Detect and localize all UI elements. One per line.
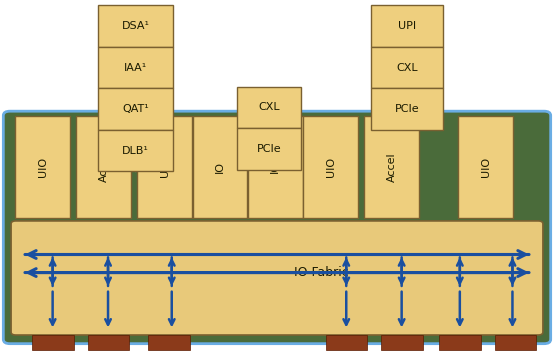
Bar	[326, 335, 367, 350]
Bar	[371, 47, 443, 88]
Text: QAT¹: QAT¹	[122, 104, 149, 114]
Bar	[371, 88, 443, 130]
Text: PCIe: PCIe	[395, 104, 419, 114]
Bar	[193, 116, 247, 218]
Bar	[148, 335, 190, 350]
Bar	[99, 5, 173, 47]
Text: IO: IO	[270, 161, 280, 173]
Bar	[365, 116, 419, 218]
Bar	[15, 116, 70, 218]
Bar	[137, 116, 192, 218]
Text: UIO: UIO	[326, 157, 336, 177]
Bar	[32, 335, 74, 350]
Text: UPI: UPI	[398, 21, 416, 31]
Bar	[237, 87, 301, 128]
Bar	[248, 116, 302, 218]
Bar	[88, 335, 129, 350]
Bar	[459, 116, 513, 218]
Bar	[99, 88, 173, 130]
Text: IO Fabric: IO Fabric	[294, 266, 348, 279]
Bar	[237, 128, 301, 170]
FancyBboxPatch shape	[3, 111, 551, 344]
Text: UIO: UIO	[38, 157, 48, 177]
Text: UIO: UIO	[481, 157, 491, 177]
Bar	[99, 130, 173, 171]
Bar	[439, 335, 481, 350]
Bar	[99, 47, 173, 88]
Text: DSA¹: DSA¹	[122, 21, 150, 31]
FancyBboxPatch shape	[11, 221, 543, 335]
Text: PCIe: PCIe	[257, 144, 281, 154]
Bar	[495, 335, 536, 350]
Bar	[76, 116, 131, 218]
Text: CXL: CXL	[258, 103, 280, 112]
Bar	[304, 116, 358, 218]
Text: Accel: Accel	[99, 152, 109, 182]
Text: DLB¹: DLB¹	[122, 146, 149, 156]
Text: IO: IO	[215, 161, 225, 173]
Bar	[371, 5, 443, 47]
Text: IAA¹: IAA¹	[124, 63, 147, 73]
Bar	[381, 335, 423, 350]
Text: CXL: CXL	[396, 63, 418, 73]
Text: UIO: UIO	[160, 157, 170, 177]
Text: Accel: Accel	[387, 152, 397, 182]
